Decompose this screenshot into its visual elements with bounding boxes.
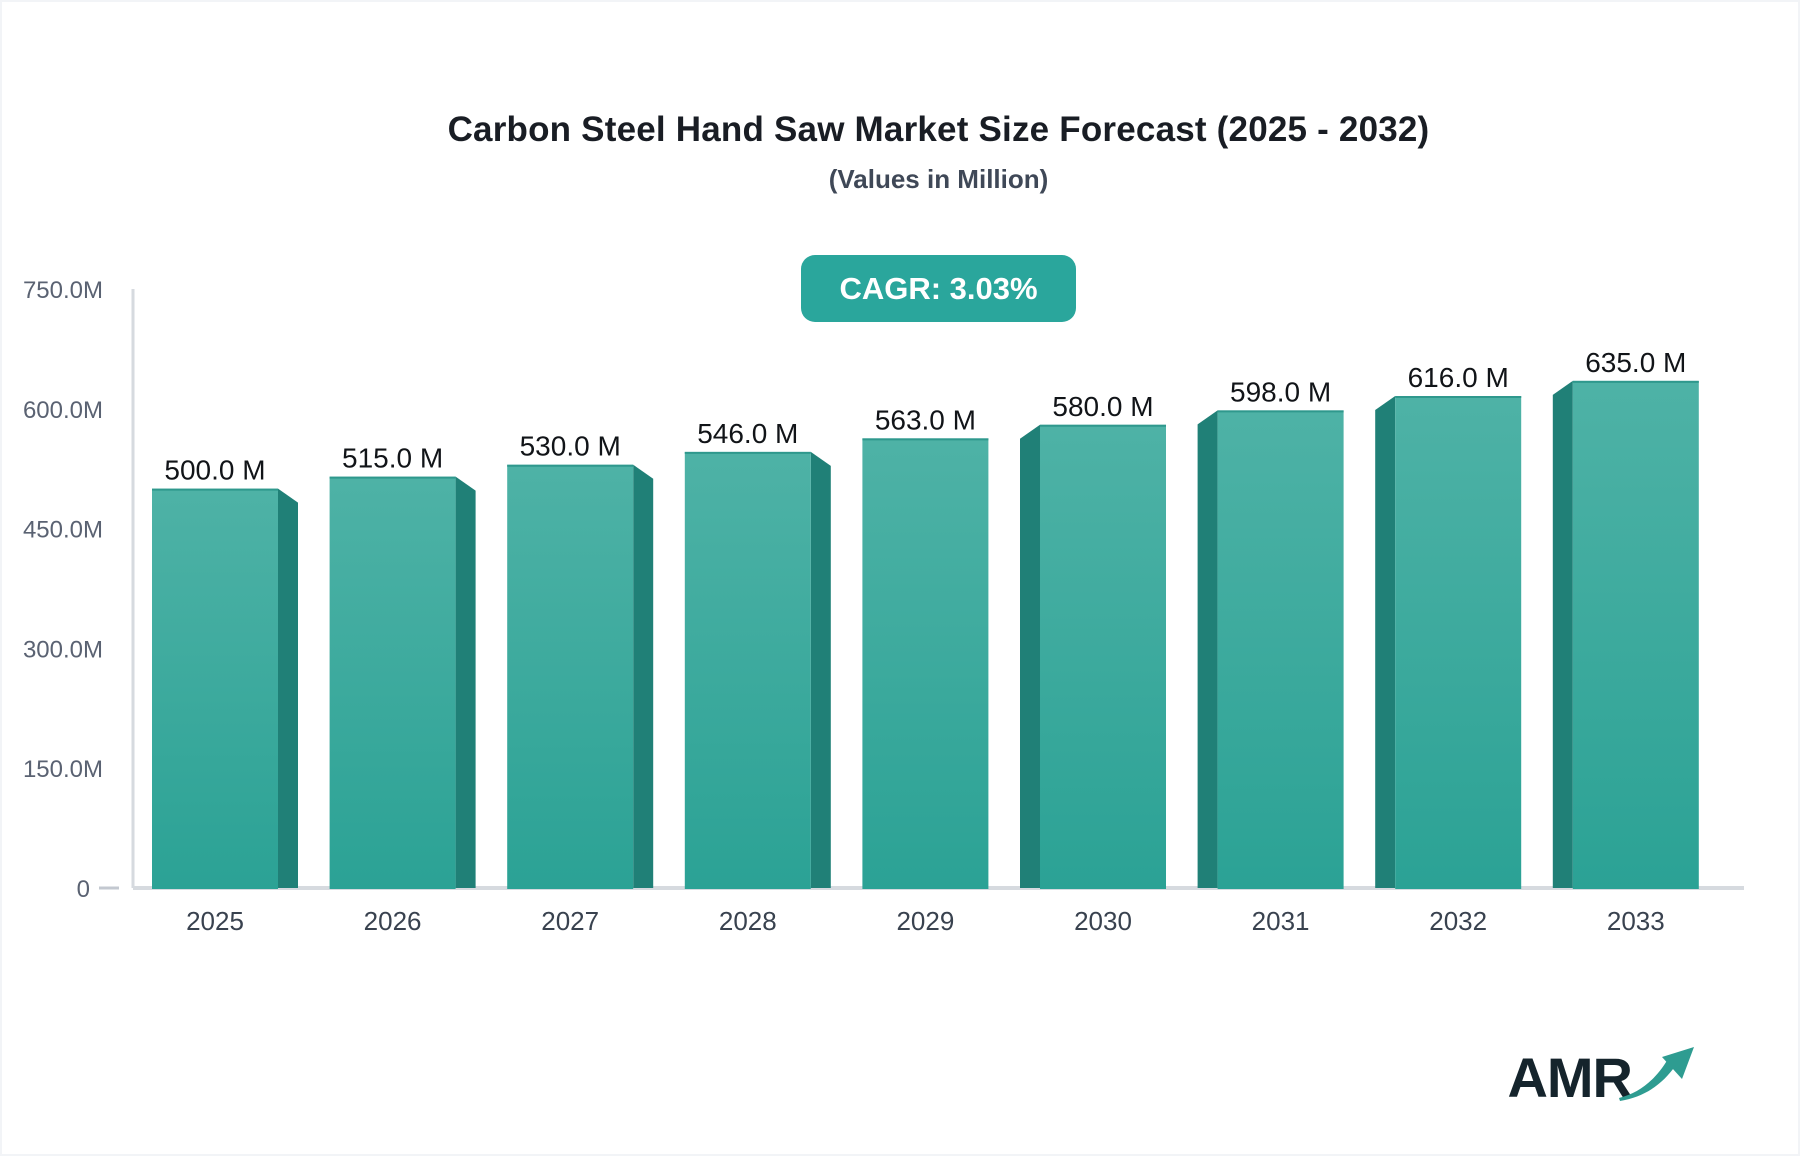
bar-group-2031: 598.0 M 2031 [1197, 376, 1344, 936]
y-tick-label: 150.0M [23, 756, 103, 783]
bar-side-face [1552, 380, 1573, 888]
bar-face [1217, 410, 1344, 889]
bar-group-2030: 580.0 M 2030 [1020, 391, 1166, 936]
amr-logo-text: AMR [1507, 1046, 1633, 1109]
x-tick-label: 2031 [1252, 906, 1310, 936]
x-tick-label: 2027 [541, 906, 599, 936]
bar-value-label: 546.0 M [697, 418, 798, 449]
y-tick-label: 0 [77, 876, 90, 903]
bar-side-face [278, 488, 298, 888]
y-tick-label: 600.0M [23, 397, 103, 424]
bar-face [1040, 424, 1166, 889]
bar-face [152, 488, 278, 889]
x-tick-label: 2028 [719, 906, 777, 936]
bar-group-2025: 500.0 M 2025 [152, 455, 298, 936]
bar-group-2028: 546.0 M 2028 [684, 418, 831, 936]
bar-value-label: 515.0 M [342, 443, 443, 474]
bar-side-face [1197, 410, 1218, 888]
bar-side-face [1375, 396, 1396, 888]
bar-face [1395, 396, 1522, 889]
y-tick-label: 750.0M [23, 277, 103, 304]
page-title: Carbon Steel Hand Saw Market Size Foreca… [447, 110, 1430, 149]
amr-logo: AMR [1507, 1045, 1698, 1106]
bar-value-label: 530.0 M [520, 431, 621, 462]
bar-face [507, 464, 634, 889]
bar-value-label: 500.0 M [164, 455, 265, 486]
bar-value-label: 635.0 M [1585, 347, 1686, 378]
bar-face [684, 451, 811, 889]
cagr-badge: CAGR: 3.03% [801, 255, 1076, 322]
x-tick-label: 2025 [186, 906, 244, 936]
bar-group-2027: 530.0 M 2027 [507, 431, 654, 936]
bar-group-2033: 635.0 M 2033 [1552, 347, 1699, 936]
bar-value-label: 616.0 M [1408, 362, 1509, 393]
bar-group-2032: 616.0 M 2032 [1375, 362, 1522, 936]
bar-side-face [633, 464, 654, 888]
bar-group-2029: 563.0 M 2029 [862, 404, 989, 936]
logo-growth-arrow-icon [1619, 1047, 1694, 1101]
x-tick-label: 2030 [1074, 906, 1132, 936]
page-subtitle: (Values in Million) [828, 164, 1049, 194]
bar-side-face [810, 451, 831, 888]
y-tick-label: 300.0M [23, 636, 103, 663]
x-tick-label: 2032 [1429, 906, 1487, 936]
bar-side-face [455, 476, 476, 888]
y-tick-label: 450.0M [23, 517, 103, 544]
bar-value-label: 598.0 M [1230, 376, 1331, 407]
bar-side-face [1020, 424, 1040, 888]
bar-face [862, 438, 989, 889]
bar-value-label: 563.0 M [875, 404, 976, 435]
x-tick-label: 2029 [896, 906, 954, 936]
bar-group-2026: 515.0 M 2026 [329, 443, 476, 936]
x-tick-label: 2026 [364, 906, 422, 936]
cagr-badge-band: CAGR: 3.03% [133, 255, 1744, 322]
bar-face [1572, 380, 1699, 889]
bar-value-label: 580.0 M [1052, 391, 1153, 422]
bar-face [329, 476, 456, 889]
x-tick-label: 2033 [1607, 906, 1665, 936]
